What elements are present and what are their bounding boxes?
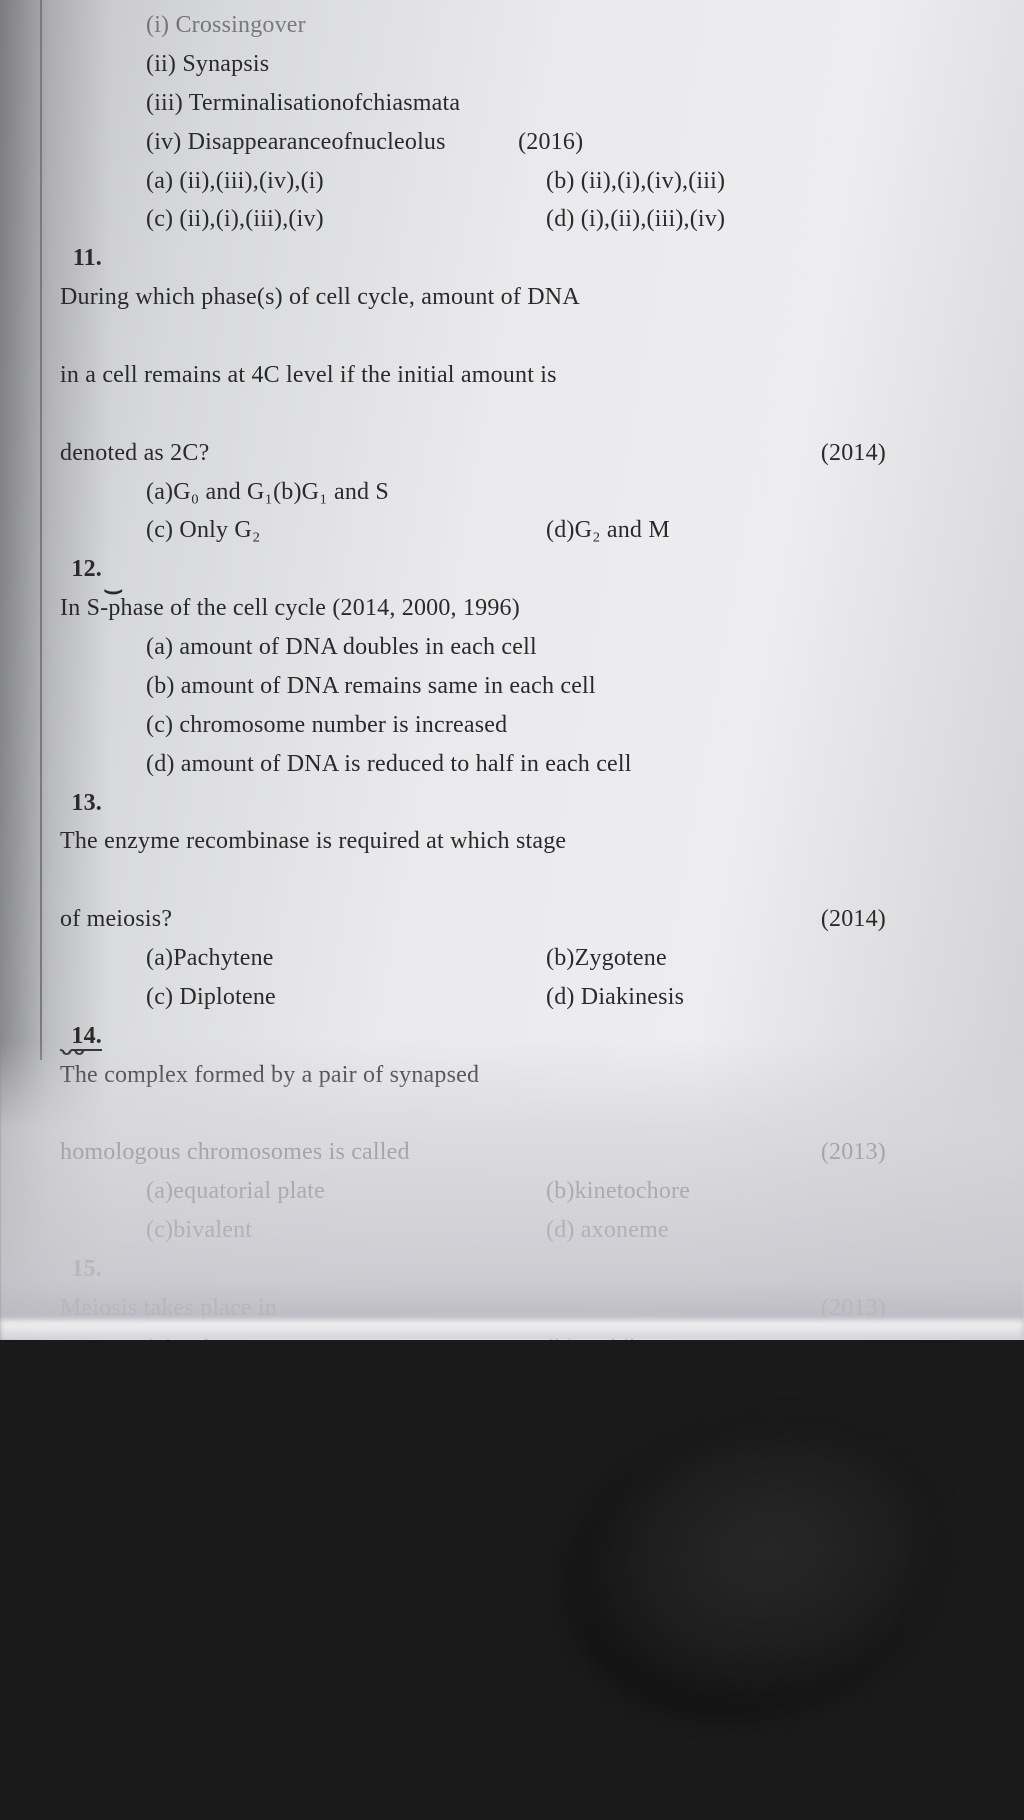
q12-text: In S-phase of the cell cycle (2014, 2000…: [60, 589, 886, 628]
q11: 11. During which phase(s) of cell cycle,…: [60, 239, 946, 317]
q13: 13. The enzyme recombinase is required a…: [60, 784, 946, 862]
pre-opt-c: (c) (ii),(i),(iii),(iv): [146, 200, 546, 239]
q12: 12. In S-phase of the cell cycle (2014, …: [60, 550, 946, 628]
q13-opt-d: (d) Diakinesis: [546, 978, 946, 1017]
pre-opts-row2: (c) (ii),(i),(iii),(iv) (d) (i),(ii),(ii…: [60, 200, 946, 239]
q11-year: (2014): [821, 434, 886, 473]
q12-opt-a: (a) amount of DNA doubles in each cell: [60, 628, 946, 667]
q13-opt-a: (a)Pachytene: [146, 939, 546, 978]
q13-opts-row2: (c) Diplotene (d) Diakinesis: [60, 978, 946, 1017]
q13-number: 13.: [60, 784, 116, 823]
roman-item-iii: (iii) Terminalisationofchiasmata: [60, 84, 946, 123]
q13-year: (2014): [821, 900, 886, 939]
q11-line3: denoted as 2C?: [60, 440, 209, 466]
roman-item-ii: (ii) Synapsis: [60, 45, 946, 84]
roman-iv-text: (iv) Disappearanceofnucleolus: [146, 129, 446, 155]
q11-number: 11.: [60, 239, 116, 278]
text-block: (i) Crossingover (ii) Synapsis (iii) Ter…: [40, 0, 964, 1060]
q13-line2-row: of meiosis? (2014): [60, 861, 946, 939]
q11-opt-a: (a)G₀ and G₁(b)G₁ and S: [60, 473, 946, 512]
q11-line2-row: in a cell remains at 4C level if the ini…: [60, 317, 946, 395]
q11-opts-row2: (c) Only G₂ (d)G₂ and M: [60, 511, 946, 550]
q12-opt-c: (c) chromosome number is increased: [60, 706, 946, 745]
q11-opt-d: (d)G₂ and M: [546, 511, 946, 550]
q13-line2: of meiosis?: [60, 906, 172, 932]
roman-item-iv: (iv) Disappearanceofnucleolus (2016): [60, 123, 946, 162]
q11-line3-row: denoted as 2C? (2014): [60, 395, 946, 473]
q13-opt-c: (c) Diplotene: [146, 978, 546, 1017]
q11-line1: During which phase(s) of cell cycle, amo…: [60, 278, 886, 317]
pre-opt-a: (a) (ii),(iii),(iv),(i): [146, 162, 546, 201]
pre-opts-row1: (a) (ii),(iii),(iv),(i) (b) (ii),(i),(iv…: [60, 162, 946, 201]
page: (i) Crossingover (ii) Synapsis (iii) Ter…: [0, 0, 1024, 1340]
q11-line2: in a cell remains at 4C level if the ini…: [60, 356, 886, 395]
q12-number: 12.: [60, 550, 116, 589]
q12-opt-b: (b) amount of DNA remains same in each c…: [60, 667, 946, 706]
q13-opts-row1: (a)Pachytene (b)Zygotene: [60, 939, 946, 978]
page-bottom-blur: [0, 1040, 1024, 1340]
pre-opt-d: (d) (i),(ii),(iii),(iv): [546, 200, 946, 239]
q13-line1: The enzyme recombinase is required at wh…: [60, 822, 886, 861]
pre-opt-b: (b) (ii),(i),(iv),(iii): [546, 162, 946, 201]
year-2016: (2016): [518, 129, 583, 155]
q13-opt-b: (b)Zygotene: [546, 939, 946, 978]
q11-opt-c: (c) Only G₂: [146, 511, 546, 550]
q12-opt-d: (d) amount of DNA is reduced to half in …: [60, 745, 946, 784]
roman-item-i: (i) Crossingover: [60, 6, 946, 45]
